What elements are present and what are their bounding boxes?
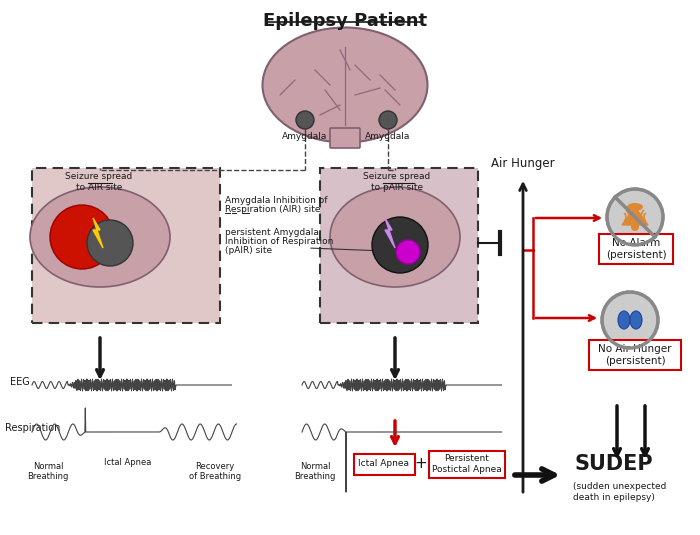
Text: SUDEP: SUDEP <box>575 454 654 474</box>
FancyBboxPatch shape <box>330 128 360 148</box>
Circle shape <box>631 223 639 231</box>
FancyBboxPatch shape <box>354 454 414 475</box>
Circle shape <box>396 240 420 264</box>
Circle shape <box>50 205 114 269</box>
Text: Normal
Breathing: Normal Breathing <box>294 462 336 482</box>
Text: Amygdala Inhibition of: Amygdala Inhibition of <box>225 196 328 205</box>
Text: Inhibition of Respiration: Inhibition of Respiration <box>225 237 333 246</box>
Circle shape <box>372 217 428 273</box>
Text: Epilepsy Patient: Epilepsy Patient <box>263 12 427 30</box>
Polygon shape <box>622 207 648 225</box>
FancyBboxPatch shape <box>32 168 220 323</box>
Circle shape <box>296 111 314 129</box>
Text: Seizure spread
to AIR site: Seizure spread to AIR site <box>65 172 132 193</box>
Text: No Alarm
(persistent): No Alarm (persistent) <box>606 238 666 260</box>
Text: Seizure spread
to pAIR site: Seizure spread to pAIR site <box>363 172 430 193</box>
Text: (sudden unexpected
death in epilepsy): (sudden unexpected death in epilepsy) <box>573 482 666 502</box>
Text: Persistent
Postictal Apnea: Persistent Postictal Apnea <box>432 454 501 473</box>
Text: Respiration: Respiration <box>5 423 60 433</box>
Text: Normal
Breathing: Normal Breathing <box>27 462 69 482</box>
Text: Amygdala: Amygdala <box>282 132 328 141</box>
Text: No Air Hunger
(persistent): No Air Hunger (persistent) <box>598 344 672 366</box>
Ellipse shape <box>630 311 642 329</box>
Ellipse shape <box>30 187 170 287</box>
Polygon shape <box>93 218 103 248</box>
Circle shape <box>607 189 663 245</box>
Ellipse shape <box>330 187 460 287</box>
FancyBboxPatch shape <box>428 450 505 478</box>
Text: Amygdala: Amygdala <box>365 132 411 141</box>
Text: +: + <box>414 455 428 470</box>
Polygon shape <box>385 218 395 248</box>
Ellipse shape <box>262 27 428 142</box>
Text: Recovery
of Breathing: Recovery of Breathing <box>189 462 241 482</box>
Text: (pAIR) site: (pAIR) site <box>225 246 272 255</box>
Text: Air Hunger: Air Hunger <box>491 157 555 170</box>
Ellipse shape <box>627 203 643 211</box>
Circle shape <box>602 292 658 348</box>
Text: Ictal Apnea: Ictal Apnea <box>358 460 410 469</box>
Text: Ictal Apnea: Ictal Apnea <box>104 458 152 467</box>
Circle shape <box>87 220 133 266</box>
Circle shape <box>379 111 397 129</box>
FancyBboxPatch shape <box>589 340 681 370</box>
Text: Respiration (AIR) site: Respiration (AIR) site <box>225 205 321 214</box>
Text: EEG: EEG <box>10 377 29 387</box>
FancyBboxPatch shape <box>599 234 673 264</box>
FancyBboxPatch shape <box>320 168 478 323</box>
Text: persistent Amygdala: persistent Amygdala <box>225 228 319 237</box>
Ellipse shape <box>618 311 630 329</box>
